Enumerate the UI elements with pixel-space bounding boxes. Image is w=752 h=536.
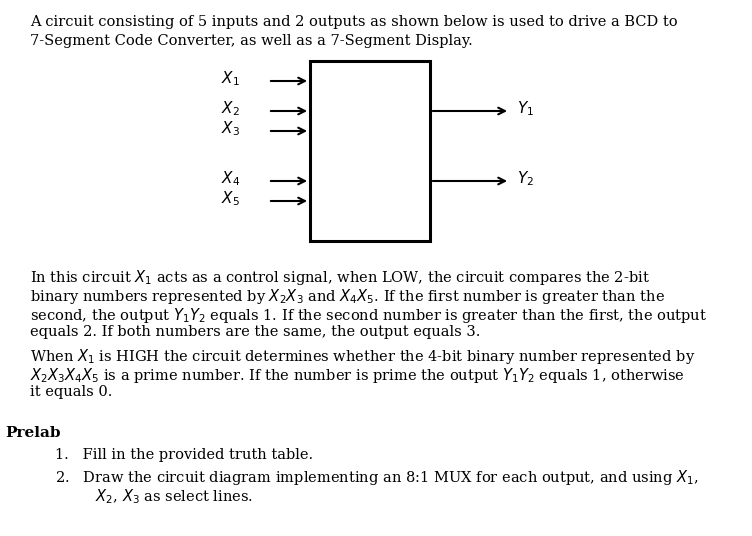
Text: $X_5$: $X_5$: [221, 190, 240, 209]
Text: A circuit consisting of 5 inputs and 2 outputs as shown below is used to drive a: A circuit consisting of 5 inputs and 2 o…: [30, 15, 678, 29]
Text: second, the output $Y_1Y_2$ equals 1. If the second number is greater than the f: second, the output $Y_1Y_2$ equals 1. If…: [30, 306, 707, 325]
Text: Prelab: Prelab: [5, 426, 60, 440]
Text: $Y_1$: $Y_1$: [517, 100, 534, 118]
Text: 2.   Draw the circuit diagram implementing an 8:1 MUX for each output, and using: 2. Draw the circuit diagram implementing…: [55, 468, 699, 487]
Text: $X_4$: $X_4$: [221, 170, 240, 188]
Text: $X_2$, $X_3$ as select lines.: $X_2$, $X_3$ as select lines.: [68, 487, 253, 505]
Text: it equals 0.: it equals 0.: [30, 385, 112, 399]
Text: 1.   Fill in the provided truth table.: 1. Fill in the provided truth table.: [55, 448, 313, 462]
Text: $Y_2$: $Y_2$: [517, 170, 534, 188]
Text: binary numbers represented by $X_2X_3$ and $X_4X_5$. If the first number is grea: binary numbers represented by $X_2X_3$ a…: [30, 287, 665, 306]
Text: $X_2$: $X_2$: [221, 100, 240, 118]
Text: $X_2X_3X_4X_5$ is a prime number. If the number is prime the output $Y_1Y_2$ equ: $X_2X_3X_4X_5$ is a prime number. If the…: [30, 366, 685, 385]
Text: When $X_1$ is HIGH the circuit determines whether the 4-bit binary number repres: When $X_1$ is HIGH the circuit determine…: [30, 347, 696, 366]
Text: equals 2. If both numbers are the same, the output equals 3.: equals 2. If both numbers are the same, …: [30, 325, 481, 339]
Text: $X_3$: $X_3$: [221, 120, 240, 138]
Text: In this circuit $X_1$ acts as a control signal, when LOW, the circuit compares t: In this circuit $X_1$ acts as a control …: [30, 268, 650, 287]
Bar: [310, 61, 430, 241]
Text: $X_1$: $X_1$: [221, 70, 240, 88]
Text: 7-Segment Code Converter, as well as a 7-Segment Display.: 7-Segment Code Converter, as well as a 7…: [30, 34, 473, 48]
